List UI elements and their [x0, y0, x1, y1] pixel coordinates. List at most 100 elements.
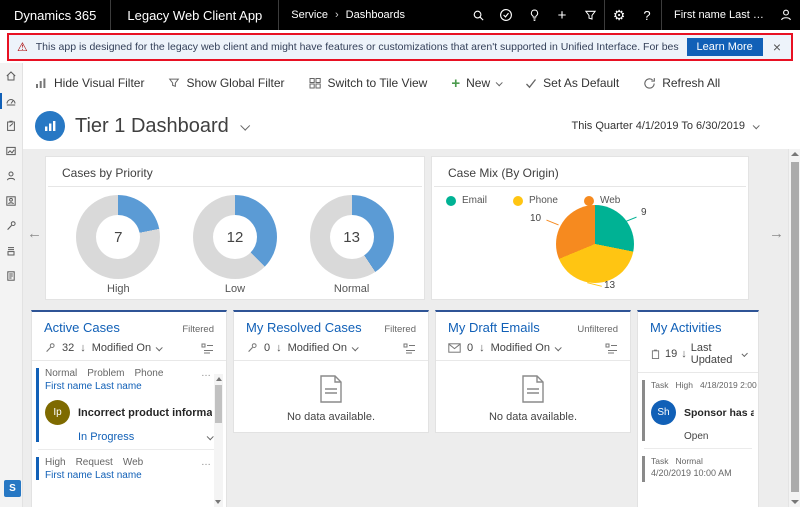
app-name[interactable]: Legacy Web Client App [127, 7, 263, 23]
case-subject[interactable]: Incorrect product informatio... [78, 406, 212, 419]
sort-selector[interactable]: Last Updated [691, 342, 748, 366]
recent-check-icon[interactable] [492, 0, 520, 30]
scroll-up-icon[interactable] [790, 152, 799, 156]
card-title[interactable]: My Resolved Cases [246, 320, 362, 335]
avatar[interactable]: Ip [45, 400, 70, 425]
lightbulb-icon[interactable] [520, 0, 548, 30]
filter-icon[interactable] [576, 0, 604, 30]
sidebar-item-contacts[interactable] [0, 169, 22, 183]
donut-low[interactable]: 12 Low [192, 195, 277, 295]
sidebar-item-activities[interactable] [0, 119, 22, 133]
empty-state: No data available. [436, 361, 630, 432]
priority-bar [36, 368, 39, 442]
status-label[interactable]: Open [684, 431, 709, 442]
scrollbar-thumb[interactable] [790, 162, 799, 492]
breadcrumb-section[interactable]: Service [291, 9, 328, 21]
scrollbar-thumb[interactable] [215, 385, 222, 423]
close-icon[interactable]: × [772, 39, 781, 55]
donut-normal[interactable]: 13 Normal [309, 195, 394, 295]
skype-presence-button[interactable]: S [4, 480, 21, 497]
funnel-icon [169, 78, 180, 87]
chevron-down-icon [741, 350, 748, 357]
page-scrollbar[interactable] [788, 149, 800, 507]
legend-web[interactable]: Web [583, 195, 620, 206]
sort-direction-icon[interactable]: ↓ [276, 342, 282, 354]
case-list-item[interactable]: High Request Web … First name Last name [32, 450, 226, 487]
search-icon[interactable] [464, 0, 492, 30]
list-settings-icon[interactable] [605, 343, 618, 354]
show-global-filter-button[interactable]: Show Global Filter [168, 76, 285, 90]
sidebar-item-queues[interactable] [0, 244, 22, 258]
sidebar-item-articles[interactable] [0, 269, 22, 283]
list-settings-icon[interactable] [403, 343, 416, 354]
case-list-item[interactable]: Normal Problem Phone … First name Last n… [32, 361, 226, 449]
sidebar-item-home[interactable] [0, 69, 22, 83]
donut-chart[interactable]: 7 [76, 195, 161, 279]
legend-dot [446, 195, 456, 206]
status-link[interactable]: In Progress [78, 431, 135, 443]
scroll-up-icon[interactable] [215, 377, 222, 381]
card-title[interactable]: My Activities [650, 320, 722, 335]
refresh-all-button[interactable]: Refresh All [643, 76, 720, 90]
more-actions-icon[interactable]: … [201, 457, 212, 468]
quick-create-plus-icon[interactable]: + [557, 6, 567, 24]
sort-selector[interactable]: Modified On [92, 342, 163, 354]
owner-link[interactable]: First name Last name [45, 381, 142, 392]
list-settings-icon[interactable] [201, 343, 214, 354]
sidebar-item-dashboards[interactable] [0, 93, 22, 109]
switch-tile-view-button[interactable]: Switch to Tile View [309, 76, 427, 90]
scroll-down-icon[interactable] [215, 500, 221, 504]
person-icon[interactable] [772, 0, 800, 30]
avatar[interactable]: Sh [651, 400, 676, 425]
sort-direction-icon[interactable]: ↓ [80, 342, 86, 354]
learn-more-button[interactable]: Learn More [686, 38, 763, 56]
legend-phone[interactable]: Phone [513, 195, 558, 206]
donut-chart[interactable]: 12 [192, 195, 277, 279]
legend-email[interactable]: Email [446, 195, 487, 206]
settings-gear-icon[interactable]: ⚙ [612, 6, 626, 23]
dashboard-selector-chevron-icon[interactable] [240, 120, 250, 131]
chevron-down-icon [554, 343, 562, 351]
card-scrollbar[interactable] [214, 374, 223, 507]
donut-high[interactable]: 7 High [76, 195, 161, 295]
sidebar-item-social-profiles[interactable] [0, 194, 22, 208]
card-title[interactable]: Active Cases [44, 320, 120, 335]
chevron-down-icon [495, 78, 503, 86]
owner-link[interactable]: First name Last name [45, 470, 142, 481]
hide-visual-filter-button[interactable]: Hide Visual Filter [35, 76, 144, 90]
sort-direction-icon[interactable]: ↓ [681, 348, 687, 360]
banner-message: This app is designed for the legacy web … [35, 41, 679, 53]
filter-state-label: Unfiltered [577, 324, 618, 335]
activity-list-item[interactable]: Task High 4/18/2019 2:00 PM Sh Sponsor h… [638, 373, 758, 448]
brand-logo[interactable]: Dynamics 365 [14, 7, 97, 23]
sidebar-item-accounts[interactable] [0, 144, 22, 158]
item-tags: Task Normal [651, 456, 703, 466]
breadcrumb-page[interactable]: Dashboards [345, 9, 405, 21]
sort-selector[interactable]: Modified On [491, 342, 562, 354]
user-name[interactable]: First name Last na... [674, 9, 772, 21]
more-actions-icon[interactable]: … [201, 368, 212, 379]
expand-chevron-icon[interactable] [206, 432, 214, 440]
app-body: S Hide Visual Filter Show Global Filter … [0, 63, 800, 507]
sort-direction-icon[interactable]: ↓ [479, 342, 485, 354]
help-icon[interactable]: ? [643, 7, 651, 23]
scroll-right-arrow[interactable]: → [769, 225, 784, 242]
stream-cards-row: Active Cases Filtered 32 ↓ Modified On [31, 310, 759, 507]
activity-list-item[interactable]: Task Normal 4/20/2019 10:00 AM [638, 449, 758, 484]
pie-chart[interactable] [556, 205, 634, 283]
card-subheader: 32 ↓ Modified On [32, 337, 226, 361]
scroll-left-arrow[interactable]: ← [27, 225, 42, 242]
pie-value-phone: 13 [604, 280, 616, 291]
card-title[interactable]: My Draft Emails [448, 320, 540, 335]
sidebar-item-cases[interactable] [0, 219, 22, 233]
donut-row: 7 High 12 Low 13 Normal [46, 187, 424, 295]
set-as-default-button[interactable]: Set As Default [525, 76, 619, 90]
activity-subject[interactable]: Sponsor has a buying vi [684, 406, 754, 419]
topbar-actions: + ⚙ ? First name Last na... [464, 0, 800, 30]
scroll-down-icon[interactable] [791, 500, 799, 504]
time-range-selector[interactable]: This Quarter 4/1/2019 To 6/30/2019 [572, 120, 760, 132]
legend-dot [513, 195, 524, 206]
new-button[interactable]: + New [451, 76, 503, 91]
sort-selector[interactable]: Modified On [288, 342, 359, 354]
donut-chart[interactable]: 13 [309, 195, 394, 279]
